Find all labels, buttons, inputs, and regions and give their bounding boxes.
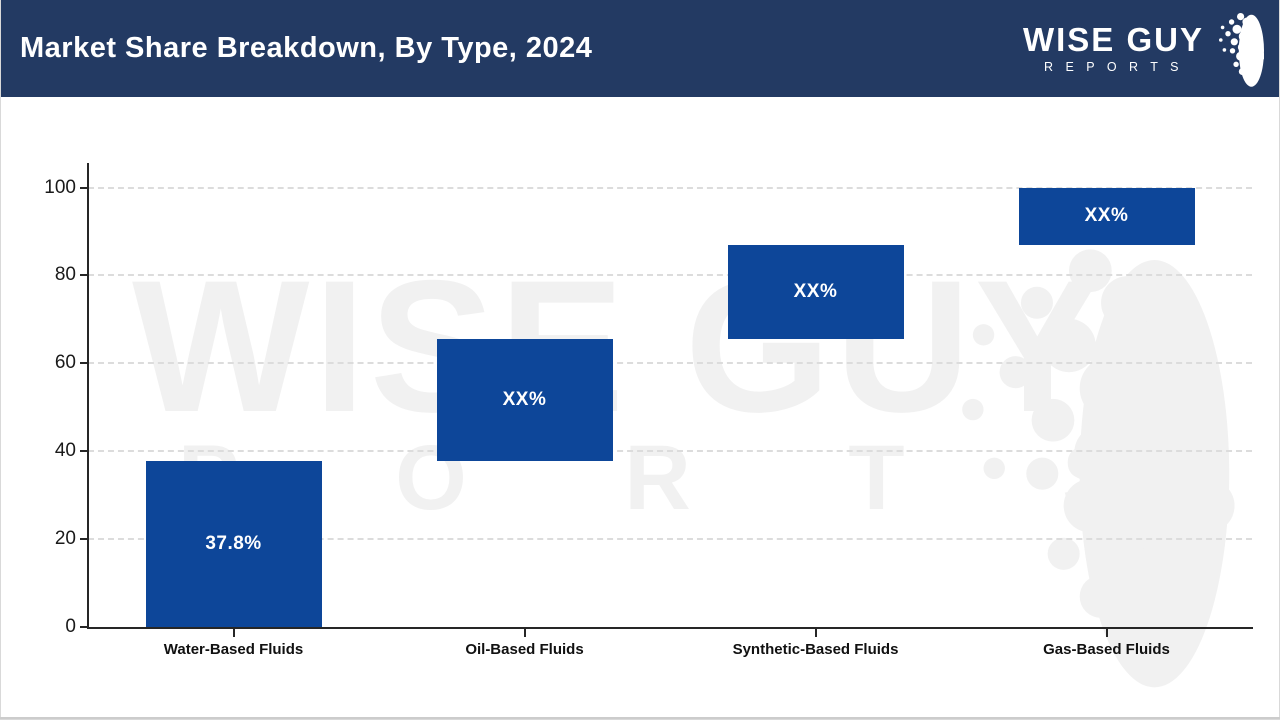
y-axis-tick-label: 20: [54, 528, 76, 550]
watermark-face-icon: [962, 249, 1235, 688]
page-title: Market Share Breakdown, By Type, 2024: [20, 32, 593, 64]
bar-3: XX%: [727, 244, 904, 340]
category-label: Gas-Based Fluids: [1043, 641, 1170, 658]
y-tick-mark: [80, 538, 88, 541]
x-tick-mark: [232, 629, 235, 637]
dotted-face-icon: [1219, 12, 1264, 87]
watermark-text-line1: WISE GUY: [132, 241, 1105, 451]
category-label: Oil-Based Fluids: [465, 641, 584, 658]
header-bar: Market Share Breakdown, By Type, 2024 WI…: [0, 0, 1280, 97]
gridline-60: [88, 362, 1252, 365]
bar-1: 37.8%: [145, 460, 322, 627]
watermark-text-line2: P O R T S: [178, 427, 1190, 529]
brand-logo-text: WISE GUY R E P O R T S: [1023, 23, 1204, 74]
y-tick-mark: [80, 274, 88, 277]
y-tick-mark: [80, 450, 88, 453]
x-tick-mark: [1105, 629, 1108, 637]
category-label: Synthetic-Based Fluids: [732, 641, 899, 658]
y-tick-mark: [80, 626, 88, 628]
brand-subname: R E P O R T S: [1043, 59, 1184, 74]
y-tick-mark: [80, 362, 88, 365]
bar-value-label: XX%: [1084, 205, 1129, 227]
bottom-divider: [0, 717, 1280, 719]
x-tick-mark: [814, 629, 817, 637]
x-tick-mark: [523, 629, 526, 637]
gridline-80: [88, 274, 1252, 277]
gridline-100: [88, 186, 1252, 189]
y-axis-tick-label: 60: [54, 352, 76, 374]
category-label: Water-Based Fluids: [163, 641, 304, 658]
x-axis: [87, 627, 1253, 629]
gridline-40: [88, 450, 1252, 453]
bar-value-label: XX%: [793, 280, 838, 302]
y-axis-tick-label: 0: [65, 616, 76, 637]
bar-value-label: 37.8%: [205, 532, 262, 554]
y-axis: [87, 163, 89, 629]
brand-name: WISE GUY: [1022, 21, 1204, 59]
bar-2: XX%: [436, 339, 613, 461]
bar-value-label: XX%: [502, 388, 547, 410]
bar-4: XX%: [1018, 187, 1195, 245]
y-tick-mark: [80, 186, 88, 189]
y-axis-tick-label: 100: [44, 176, 76, 198]
y-axis-tick-label: 80: [54, 264, 76, 286]
y-axis-tick-label: 40: [54, 440, 76, 462]
gridline-20: [88, 538, 1252, 541]
brand-logo: WISE GUY R E P O R T S: [1023, 9, 1280, 89]
